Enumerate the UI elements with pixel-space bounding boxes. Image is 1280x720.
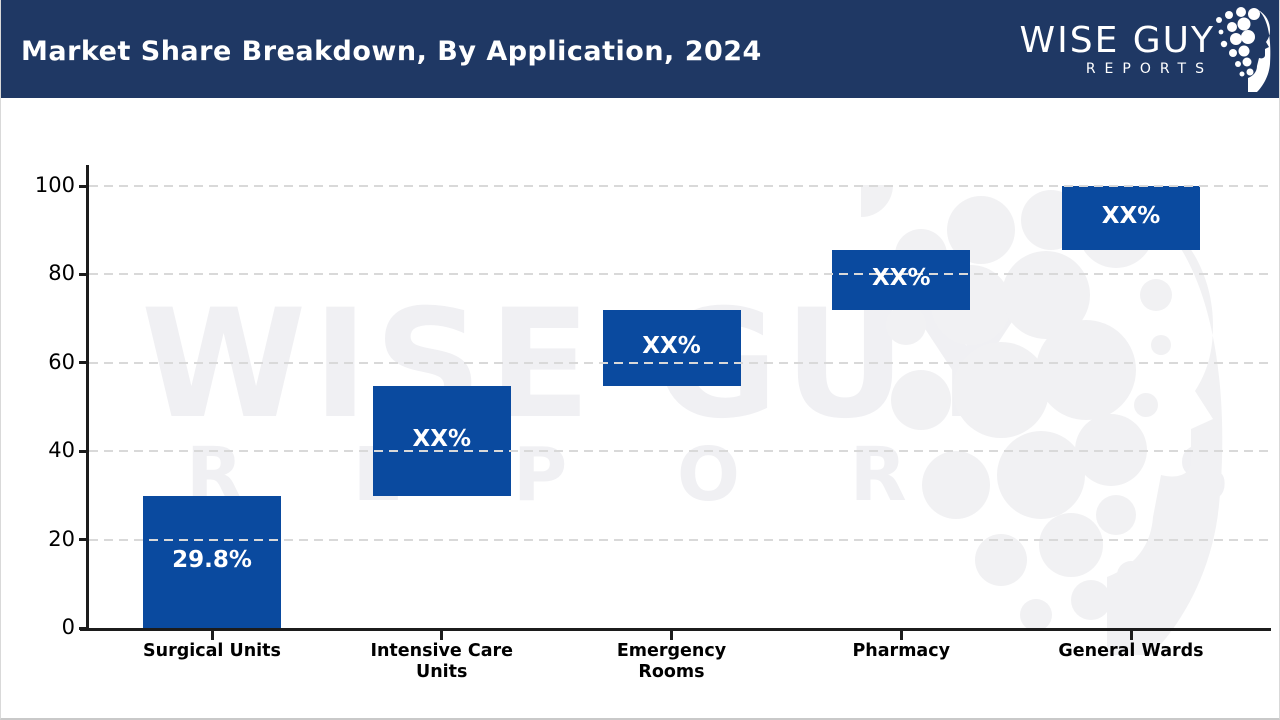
y-tick	[79, 361, 89, 365]
y-tick	[79, 449, 89, 453]
y-tick-label: 0	[61, 615, 75, 639]
bar-value-label: XX%	[871, 264, 931, 291]
y-tick	[79, 272, 89, 276]
x-tick-label: Emergency Rooms	[616, 641, 727, 682]
bar-surgical-units	[143, 496, 281, 628]
y-tick-label: 60	[48, 349, 75, 374]
bar-value-label: 29.8%	[172, 547, 252, 574]
bar-intensive-care-units	[372, 386, 511, 497]
x-axis-line	[80, 628, 1271, 631]
x-tick-label: Intensive Care Units	[370, 641, 514, 682]
gridline	[89, 273, 1271, 276]
gridline	[89, 538, 1271, 541]
bar-emergency-rooms	[602, 310, 741, 387]
x-tick	[210, 631, 214, 640]
x-tick	[1129, 631, 1133, 640]
gridline	[89, 450, 1271, 453]
x-tick-label: Surgical Units	[143, 641, 281, 661]
x-tick	[899, 631, 903, 640]
logo-text-reports: REPORTS	[1085, 61, 1213, 77]
y-tick-label: 80	[48, 261, 75, 286]
bar-value-label: XX%	[642, 333, 701, 360]
gridline	[89, 185, 1271, 187]
y-tick	[79, 184, 89, 188]
y-axis-line	[86, 165, 89, 631]
y-tick-label: 40	[48, 438, 75, 463]
page-title: Market Share Breakdown, By Application, …	[21, 36, 762, 67]
bar-value-label: XX%	[412, 426, 471, 453]
x-tick	[670, 631, 673, 640]
y-tick-label: 100	[34, 173, 75, 197]
logo-text-wiseguy: WISE GUY	[1019, 20, 1215, 61]
header-bar: Market Share Breakdown, By Application, …	[1, 0, 1279, 98]
bar-value-label: XX%	[1101, 202, 1161, 229]
x-tick-label: Pharmacy	[852, 641, 951, 661]
y-tick-label: 20	[48, 526, 75, 551]
x-tick	[440, 631, 444, 640]
logo-head-icon	[1216, 7, 1271, 92]
gridline	[89, 361, 1271, 364]
x-tick-label: General Wards	[1058, 641, 1204, 661]
watermark-text-reports: R E P O R T S	[186, 432, 1273, 518]
logo-wiseguy: WISE GUY REPORTS	[1019, 20, 1216, 78]
y-tick	[79, 538, 89, 542]
